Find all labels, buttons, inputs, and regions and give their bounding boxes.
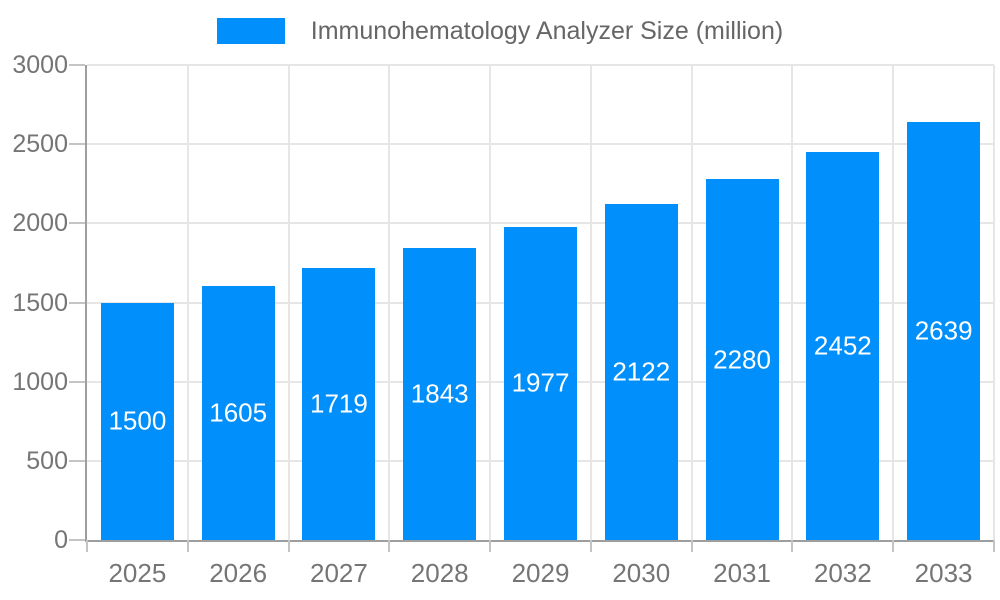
x-axis-tick	[86, 540, 88, 552]
gridline-vertical	[993, 65, 995, 540]
x-axis-tick-label: 2028	[410, 558, 469, 588]
x-axis-tick-label: 2031	[713, 558, 771, 588]
bar-value-label: 2639	[914, 315, 973, 346]
bar-2031[interactable]: 2280	[705, 179, 779, 540]
plot-area: 1500 1605 1719 1843 1977 2122 2280 2452 2639	[87, 64, 995, 540]
bar-2025[interactable]: 1500	[100, 302, 174, 540]
y-axis-tick-label: 500	[26, 446, 68, 475]
bar-value-label: 2280	[713, 344, 771, 374]
bar-2029[interactable]: 1977	[504, 226, 577, 540]
gridline-vertical	[791, 65, 794, 540]
gridline-vertical	[589, 65, 592, 540]
y-axis-tick	[69, 539, 85, 541]
bar-value-label: 1977	[511, 367, 570, 398]
gridline-vertical	[388, 65, 391, 540]
gridline-vertical	[287, 65, 290, 540]
y-axis-tick-label: 0	[54, 526, 68, 554]
y-axis-tick	[69, 301, 85, 304]
gridline-horizontal	[87, 64, 994, 66]
x-axis-tick	[791, 540, 794, 552]
bar-value-label: 1843	[410, 378, 469, 409]
bar-value-label: 2452	[813, 330, 872, 361]
x-axis-tick	[186, 540, 189, 552]
y-axis-tick	[69, 143, 85, 146]
bar-2033[interactable]: 2639	[907, 122, 981, 540]
x-axis-tick	[489, 540, 492, 552]
y-axis-tick-label: 3000	[12, 51, 68, 79]
y-axis-tick	[69, 222, 85, 225]
x-axis-tick	[589, 540, 592, 552]
y-axis-tick	[69, 459, 85, 462]
y-axis-tick-label: 2500	[12, 130, 68, 159]
x-axis-tick	[287, 540, 290, 552]
x-axis-tick-label: 2027	[310, 558, 368, 588]
bar-value-label: 2122	[612, 356, 671, 387]
x-axis-tick-label: 2025	[108, 558, 167, 588]
gridline-vertical	[690, 65, 693, 540]
x-axis-tick	[892, 540, 895, 552]
bar-2027[interactable]: 1719	[302, 267, 376, 540]
legend[interactable]: Immunohematology Analyzer Size (million)	[0, 16, 1000, 46]
bar-2026[interactable]: 1605	[201, 285, 275, 540]
y-axis-tick-label: 2000	[12, 209, 68, 238]
x-axis-tick	[993, 540, 995, 552]
x-axis-tick-label: 2033	[914, 558, 973, 588]
x-axis-line	[85, 540, 994, 542]
x-axis-tick	[388, 540, 391, 552]
gridline-horizontal	[87, 143, 994, 146]
gridline-horizontal	[87, 222, 994, 225]
legend-swatch	[216, 18, 285, 44]
gridline-vertical	[186, 65, 189, 540]
legend-label: Immunohematology Analyzer Size (million)	[310, 17, 784, 45]
bar-value-label: 1719	[310, 388, 368, 419]
bar-value-label: 1605	[209, 397, 268, 428]
y-axis-tick	[69, 64, 85, 66]
y-axis-line	[85, 65, 87, 540]
bar-2030[interactable]: 2122	[604, 204, 678, 540]
y-axis-tick-label: 1500	[12, 288, 68, 317]
x-axis-tick	[690, 540, 693, 552]
bar-value-label: 1500	[108, 405, 167, 436]
y-axis-tick-label: 1000	[12, 367, 68, 396]
x-axis-tick-label: 2026	[209, 558, 268, 588]
x-axis-tick-label: 2029	[511, 558, 570, 588]
y-axis-tick	[69, 380, 85, 383]
x-axis-tick-label: 2030	[612, 558, 671, 588]
gridline-vertical	[892, 65, 895, 540]
bar-2032[interactable]: 2452	[806, 151, 880, 540]
x-axis-tick-label: 2032	[813, 558, 872, 588]
gridline-vertical	[489, 65, 492, 540]
bar-2028[interactable]: 1843	[403, 248, 477, 540]
